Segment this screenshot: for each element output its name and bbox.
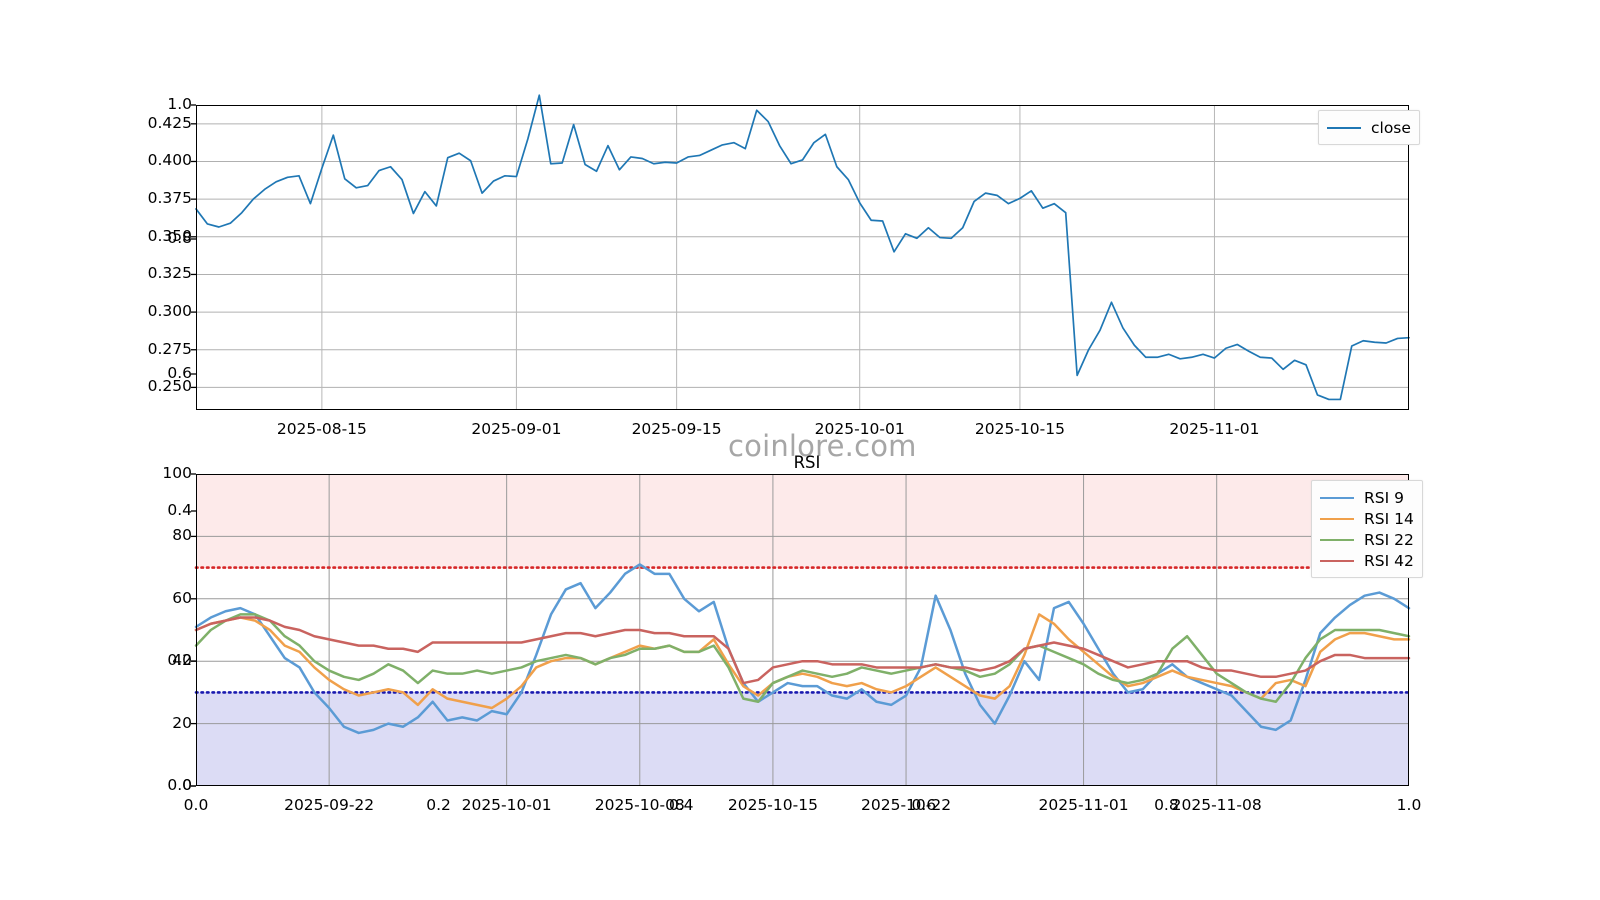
price-ytick-secondary-1: 0.8 bbox=[167, 229, 192, 247]
rsi-legend-item-1[interactable]: RSI 14 bbox=[1320, 508, 1414, 529]
price-xtick-2: 2025-09-15 bbox=[631, 420, 722, 438]
rsi-legend-label-0: RSI 9 bbox=[1364, 488, 1404, 507]
price-ytick-secondary-2: 0.6 bbox=[167, 364, 192, 382]
rsi-xtick-4: 2025-10-22 bbox=[861, 796, 952, 814]
rsi-legend-item-0[interactable]: RSI 9 bbox=[1320, 487, 1414, 508]
rsi-legend-label-3: RSI 42 bbox=[1364, 551, 1414, 570]
price-ytick-2: 0.375 bbox=[147, 189, 192, 208]
rsi-chart-panel bbox=[196, 474, 1409, 786]
rsi-legend-label-1: RSI 14 bbox=[1364, 509, 1414, 528]
price-ytick-1: 0.400 bbox=[147, 151, 192, 170]
price-ytick-3: 0.350 bbox=[147, 226, 192, 245]
rsi-xtick-secondary-2: 0.4 bbox=[668, 796, 694, 814]
rsi-legend[interactable]: RSI 9 RSI 14 RSI 22 RSI 42 bbox=[1311, 480, 1423, 578]
price-xtick-5: 2025-11-01 bbox=[1169, 420, 1260, 438]
watermark: coinlore.com bbox=[728, 429, 917, 463]
price-ytick-0: 0.425 bbox=[147, 113, 192, 132]
rsi-legend-item-3[interactable]: RSI 42 bbox=[1320, 550, 1414, 571]
rsi-xtick-6: 2025-11-08 bbox=[1171, 796, 1262, 814]
rsi-ytick-2: 60 bbox=[172, 588, 192, 607]
rsi-xtick-1: 2025-10-01 bbox=[461, 796, 552, 814]
rsi-ytick-4: 20 bbox=[172, 713, 192, 732]
price-legend-item-0[interactable]: close bbox=[1327, 117, 1411, 138]
rsi-ytick-5: 0 bbox=[182, 776, 192, 794]
price-xtick-4: 2025-10-15 bbox=[974, 420, 1065, 438]
price-legend-label-0: close bbox=[1371, 118, 1411, 137]
price-xtick-1: 2025-09-01 bbox=[471, 420, 562, 438]
rsi-xtick-0: 2025-09-22 bbox=[284, 796, 375, 814]
price-legend-swatch-icon-0 bbox=[1327, 126, 1361, 129]
rsi-ytick-3: 40 bbox=[172, 651, 192, 670]
rsi-xtick-secondary-4: 0.8 bbox=[1154, 796, 1179, 814]
rsi-legend-label-2: RSI 22 bbox=[1364, 530, 1414, 549]
rsi-ytick-secondary-2: 0.0 bbox=[167, 776, 192, 794]
rsi-plot-frame bbox=[196, 474, 1409, 786]
price-xtick-3: 2025-10-01 bbox=[814, 420, 905, 438]
rsi-xtick-5: 2025-11-01 bbox=[1038, 796, 1129, 814]
rsi-ytick-0: 100 bbox=[162, 464, 192, 482]
rsi-xtick-secondary-5: 1.0 bbox=[1396, 796, 1422, 814]
price-plot-frame bbox=[196, 105, 1409, 410]
rsi-legend-swatch-icon-0 bbox=[1320, 496, 1354, 499]
price-ytick-7: 0.250 bbox=[147, 377, 192, 396]
rsi-xtick-secondary-3: 0.6 bbox=[911, 796, 937, 814]
rsi-legend-swatch-icon-2 bbox=[1320, 538, 1354, 541]
rsi-legend-swatch-icon-1 bbox=[1320, 517, 1354, 520]
rsi-ytick-secondary-1: 0.2 bbox=[167, 651, 192, 669]
rsi-xtick-2: 2025-10-08 bbox=[594, 796, 685, 814]
rsi-ytick-secondary-0: 0.4 bbox=[167, 501, 192, 519]
price-ytick-6: 0.275 bbox=[147, 339, 192, 358]
price-ytick-5: 0.300 bbox=[147, 302, 192, 321]
price-ytick-secondary-0: 1.0 bbox=[167, 95, 192, 113]
price-ytick-4: 0.325 bbox=[147, 264, 192, 283]
rsi-legend-item-2[interactable]: RSI 22 bbox=[1320, 529, 1414, 550]
rsi-xtick-secondary-0: 0.0 bbox=[183, 796, 209, 814]
rsi-xtick-secondary-1: 0.2 bbox=[426, 796, 451, 814]
rsi-xtick-3: 2025-10-15 bbox=[727, 796, 818, 814]
price-legend[interactable]: close bbox=[1318, 110, 1420, 145]
rsi-legend-swatch-icon-3 bbox=[1320, 559, 1354, 562]
rsi-chart-title: RSI bbox=[793, 453, 821, 472]
price-chart-panel bbox=[196, 105, 1409, 410]
rsi-ytick-1: 80 bbox=[172, 526, 192, 545]
price-xtick-0: 2025-08-15 bbox=[276, 420, 367, 438]
